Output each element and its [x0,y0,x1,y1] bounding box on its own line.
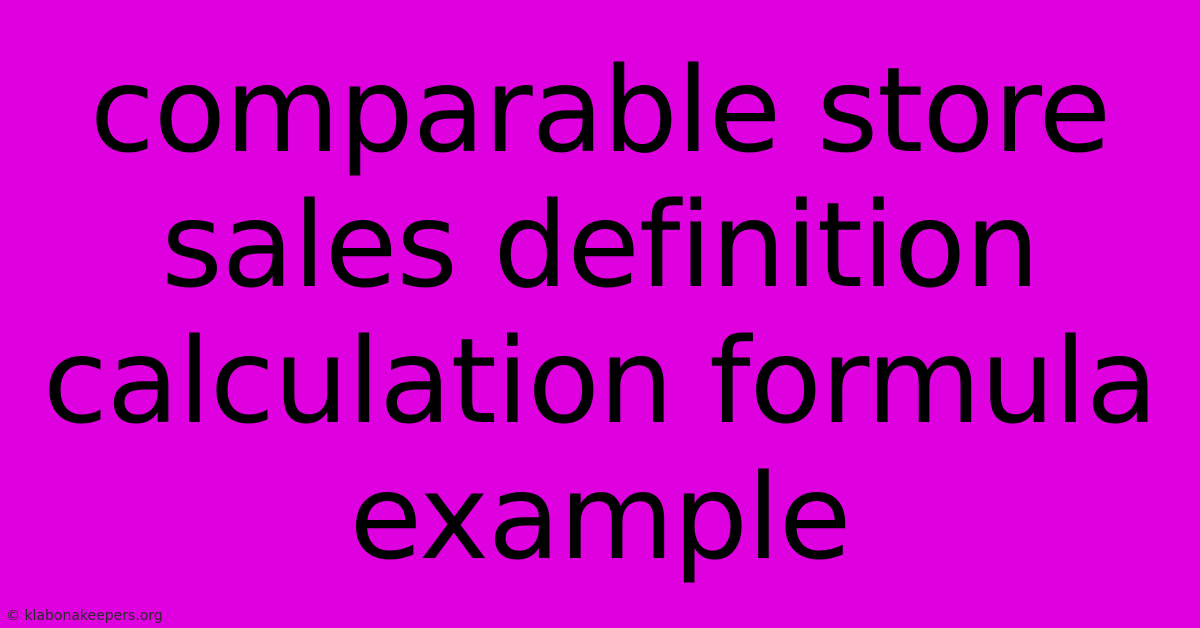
attribution-text: © klabonakeepers.org [6,608,163,624]
title-container: comparable store sales definition calcul… [0,0,1200,628]
page-title: comparable store sales definition calcul… [20,43,1180,586]
